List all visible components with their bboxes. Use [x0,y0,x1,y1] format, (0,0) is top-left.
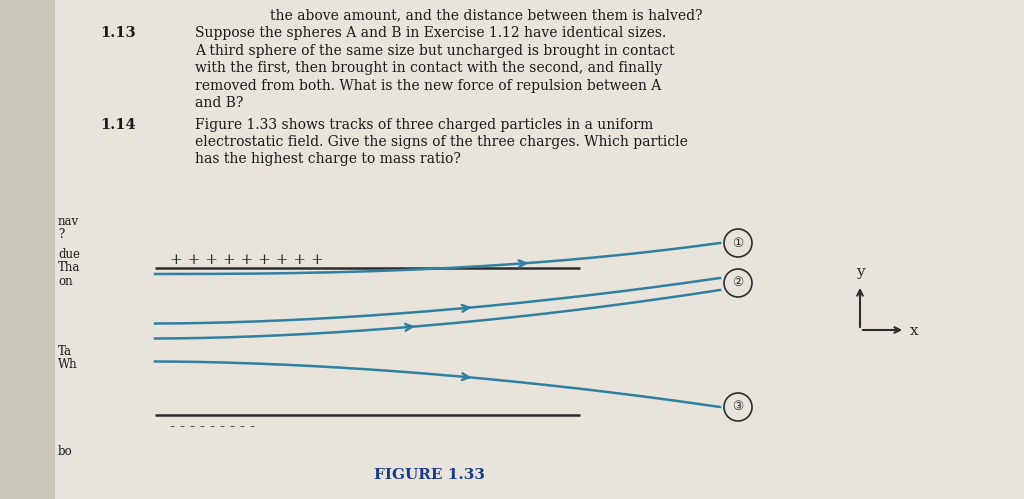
Text: - - - - - - - - -: - - - - - - - - - [170,420,255,434]
Text: on: on [58,275,73,288]
Text: FIGURE 1.33: FIGURE 1.33 [375,468,485,482]
Text: the above amount, and the distance between them is halved?: the above amount, and the distance betwe… [270,8,702,22]
Text: + + + + + + + + +: + + + + + + + + + [170,253,324,267]
Text: x: x [910,324,919,338]
Text: Tha: Tha [58,261,80,274]
Circle shape [724,269,752,297]
Text: Figure 1.33 shows tracks of three charged particles in a uniform: Figure 1.33 shows tracks of three charge… [195,117,653,132]
Text: with the first, then brought in contact with the second, and finally: with the first, then brought in contact … [195,61,663,75]
Text: A third sphere of the same size but uncharged is brought in contact: A third sphere of the same size but unch… [195,43,675,57]
Text: due: due [58,248,80,261]
Text: Ta: Ta [58,345,72,358]
Text: nav: nav [58,215,79,228]
Text: removed from both. What is the new force of repulsion between A: removed from both. What is the new force… [195,78,662,92]
Text: Wh: Wh [58,358,78,371]
Text: 1.13: 1.13 [100,26,135,40]
Text: 1.14: 1.14 [100,117,135,132]
Text: ①: ① [732,237,743,250]
Text: has the highest charge to mass ratio?: has the highest charge to mass ratio? [195,153,461,167]
Text: bo: bo [58,445,73,458]
Text: y: y [856,265,864,279]
Circle shape [724,393,752,421]
Text: and B?: and B? [195,96,244,110]
Text: ③: ③ [732,401,743,414]
Text: electrostatic field. Give the signs of the three charges. Which particle: electrostatic field. Give the signs of t… [195,135,688,149]
Circle shape [724,229,752,257]
Text: Suppose the spheres A and B in Exercise 1.12 have identical sizes.: Suppose the spheres A and B in Exercise … [195,26,667,40]
Text: ②: ② [732,276,743,289]
Text: ?: ? [58,228,65,241]
